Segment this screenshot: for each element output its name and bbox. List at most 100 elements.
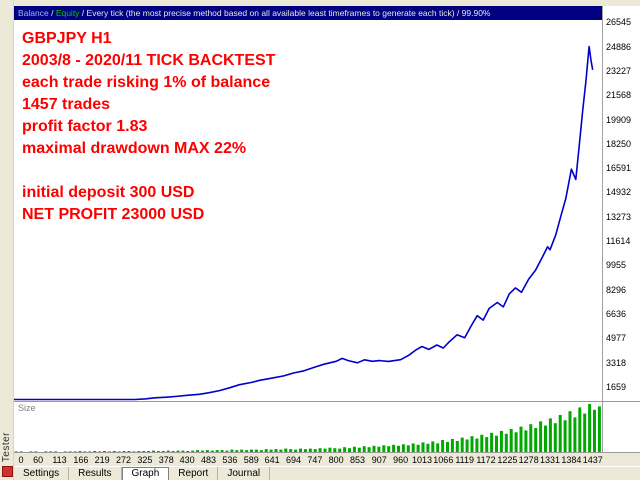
y-axis-tick: 26545 (606, 17, 632, 28)
size-bar (171, 451, 175, 452)
size-bar (132, 451, 136, 452)
tab-journal[interactable]: Journal (218, 467, 271, 480)
legend-equity-label: Equity (55, 8, 80, 18)
size-bar (196, 450, 200, 452)
x-axis-tick: 272 (116, 455, 132, 465)
tab-settings[interactable]: Settings (14, 467, 70, 480)
size-bar (436, 443, 440, 452)
size-bar (573, 417, 577, 452)
size-bar (377, 446, 381, 452)
y-axis-tick: 6636 (606, 309, 627, 319)
x-axis-tick: 1278 (518, 455, 539, 465)
x-axis-tick: 800 (328, 455, 344, 465)
size-bar (524, 430, 528, 452)
tab-report[interactable]: Report (169, 467, 219, 480)
tester-panel-title: Tester (1, 431, 12, 462)
size-bar (191, 450, 195, 452)
size-bar (568, 411, 572, 452)
size-bar (93, 451, 97, 452)
x-axis-tick: 430 (179, 455, 195, 465)
size-bar (338, 448, 342, 452)
y-axis-tick: 8296 (606, 284, 627, 295)
size-bar (490, 432, 494, 452)
size-bar (348, 448, 351, 452)
x-axis-tick: 589 (243, 455, 259, 465)
size-bar (392, 444, 396, 452)
size-bar (98, 451, 102, 452)
size-bar (112, 451, 116, 452)
size-bar (225, 450, 229, 452)
tester-panel-icon (2, 466, 13, 477)
size-bar (117, 451, 121, 452)
size-bar (308, 448, 312, 452)
size-bar (186, 451, 190, 452)
annotation-line (22, 160, 275, 182)
size-bar (303, 449, 307, 452)
size-bar (176, 450, 180, 452)
size-bar (78, 451, 82, 452)
tab-results[interactable]: Results (69, 467, 122, 480)
size-bar (401, 444, 405, 452)
size-bar (103, 451, 106, 452)
size-bar (19, 451, 23, 452)
y-axis-tick: 3318 (606, 357, 627, 368)
size-bar (161, 451, 165, 452)
size-bar (49, 451, 53, 452)
balance-graph-plot: GBPJPY H1 2003/8 - 2020/11 TICK BACKTEST e… (14, 20, 602, 401)
size-bar (215, 450, 219, 452)
x-axis-tick: 1013 (411, 455, 432, 465)
annotation-line: 1457 trades (22, 96, 111, 113)
size-bar (382, 445, 386, 452)
tester-panel-strip: Tester (0, 0, 14, 480)
x-axis-tick: 166 (73, 455, 89, 465)
x-axis-tick: 641 (264, 455, 280, 465)
balance-curve-svg (14, 45, 594, 401)
size-bar (372, 445, 376, 452)
size-bar (313, 449, 317, 452)
size-bar (578, 407, 582, 452)
size-bar (181, 450, 185, 452)
size-bar (397, 445, 400, 452)
size-bar (333, 448, 337, 452)
balance-curve (14, 45, 594, 401)
size-bar (485, 437, 489, 452)
x-axis-tick: 325 (137, 455, 153, 465)
x-axis-tick: 0 (18, 455, 24, 465)
y-axis-tick: 16591 (606, 163, 632, 174)
size-bar (416, 444, 420, 452)
size-bar (480, 434, 484, 452)
y-axis-tick: 1659 (606, 381, 627, 392)
size-bar (583, 413, 587, 452)
x-axis-tick: 747 (307, 455, 323, 465)
size-panel-label: Size (18, 403, 36, 413)
size-bar (446, 441, 449, 452)
size-bar (156, 451, 160, 452)
annotation-line: profit factor 1.83 (22, 118, 148, 135)
size-bar (450, 439, 454, 452)
size-bar (73, 451, 77, 452)
size-bar (142, 451, 146, 452)
legend-separator: / (79, 8, 87, 18)
size-bar (152, 450, 155, 452)
size-bar (495, 435, 498, 452)
size-bar (509, 429, 513, 452)
size-bar (352, 446, 356, 452)
x-axis-tick: 907 (371, 455, 387, 465)
size-bar (122, 451, 126, 452)
size-bar (14, 451, 18, 452)
size-bar (411, 443, 415, 452)
x-axis-tick: 219 (94, 455, 110, 465)
tab-graph[interactable]: Graph (121, 467, 170, 480)
size-bar (107, 451, 111, 452)
x-axis-labels: 0 60 113 166 219 272 325 378 430 483 536 589 641 694 7… (14, 452, 640, 466)
y-axis-tick: 4977 (606, 333, 627, 344)
size-bar (553, 423, 557, 452)
size-bar (88, 451, 92, 452)
x-axis-tick: 1066 (433, 455, 454, 465)
size-bar (519, 426, 523, 452)
size-bar (284, 448, 288, 452)
size-bar (323, 448, 327, 452)
size-bar (387, 446, 391, 452)
x-axis-tick: 1172 (476, 455, 496, 465)
size-bar (245, 450, 249, 452)
